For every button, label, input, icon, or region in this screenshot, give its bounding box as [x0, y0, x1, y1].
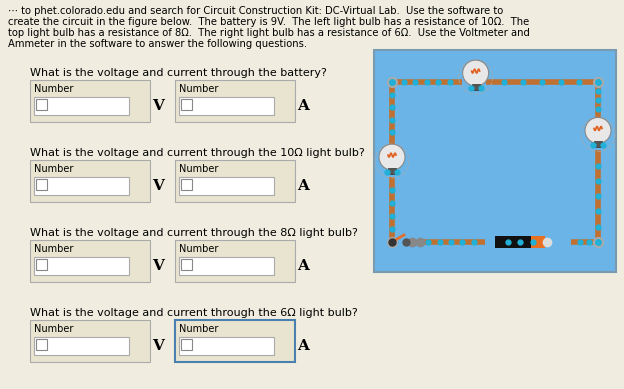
Text: Number: Number — [34, 244, 74, 254]
Text: Number: Number — [34, 164, 74, 174]
Text: What is the voltage and current through the battery?: What is the voltage and current through … — [30, 68, 327, 78]
FancyBboxPatch shape — [179, 257, 274, 275]
FancyBboxPatch shape — [30, 80, 150, 122]
FancyBboxPatch shape — [175, 80, 295, 122]
FancyBboxPatch shape — [30, 240, 150, 282]
Text: A: A — [297, 179, 309, 193]
Text: ⋯ to phet.colorado.edu and search for Circuit Construction Kit: DC-Virtual Lab. : ⋯ to phet.colorado.edu and search for Ci… — [8, 6, 503, 16]
FancyBboxPatch shape — [36, 179, 47, 190]
Circle shape — [379, 144, 405, 170]
Text: Number: Number — [34, 324, 74, 334]
Text: A: A — [297, 99, 309, 113]
FancyBboxPatch shape — [179, 177, 274, 195]
FancyBboxPatch shape — [175, 320, 295, 362]
FancyBboxPatch shape — [374, 50, 616, 272]
FancyBboxPatch shape — [30, 160, 150, 202]
Text: V: V — [152, 339, 164, 353]
FancyBboxPatch shape — [181, 99, 192, 110]
Text: V: V — [152, 259, 164, 273]
Text: A: A — [297, 339, 309, 353]
Text: Ammeter in the software to answer the following questions.: Ammeter in the software to answer the fo… — [8, 39, 307, 49]
Text: What is the voltage and current through the 6Ω light bulb?: What is the voltage and current through … — [30, 308, 358, 318]
Bar — [472, 84, 480, 90]
Text: top light bulb has a resistance of 8Ω.  The right light bulb has a resistance of: top light bulb has a resistance of 8Ω. T… — [8, 28, 530, 38]
Bar — [495, 236, 531, 248]
Circle shape — [585, 117, 611, 144]
Text: create the circuit in the figure below.  The battery is 9V.  The left light bulb: create the circuit in the figure below. … — [8, 17, 529, 27]
Text: Number: Number — [179, 84, 218, 94]
Text: V: V — [152, 99, 164, 113]
FancyBboxPatch shape — [30, 320, 150, 362]
FancyBboxPatch shape — [34, 337, 129, 355]
Bar — [531, 236, 545, 248]
FancyBboxPatch shape — [175, 240, 295, 282]
FancyBboxPatch shape — [181, 179, 192, 190]
Text: What is the voltage and current through the 8Ω light bulb?: What is the voltage and current through … — [30, 228, 358, 238]
Text: Number: Number — [179, 244, 218, 254]
Bar — [594, 142, 602, 147]
FancyBboxPatch shape — [36, 259, 47, 270]
FancyBboxPatch shape — [34, 97, 129, 115]
Text: What is the voltage and current through the 10Ω light bulb?: What is the voltage and current through … — [30, 148, 365, 158]
FancyBboxPatch shape — [175, 160, 295, 202]
Text: Number: Number — [34, 84, 74, 94]
Text: Number: Number — [179, 164, 218, 174]
Circle shape — [462, 60, 489, 86]
Text: Number: Number — [179, 324, 218, 334]
FancyBboxPatch shape — [36, 339, 47, 350]
FancyBboxPatch shape — [36, 99, 47, 110]
Bar — [388, 168, 396, 174]
FancyBboxPatch shape — [179, 97, 274, 115]
FancyBboxPatch shape — [34, 177, 129, 195]
Text: A: A — [297, 259, 309, 273]
FancyBboxPatch shape — [179, 337, 274, 355]
Text: V: V — [152, 179, 164, 193]
FancyBboxPatch shape — [181, 259, 192, 270]
FancyBboxPatch shape — [181, 339, 192, 350]
FancyBboxPatch shape — [34, 257, 129, 275]
